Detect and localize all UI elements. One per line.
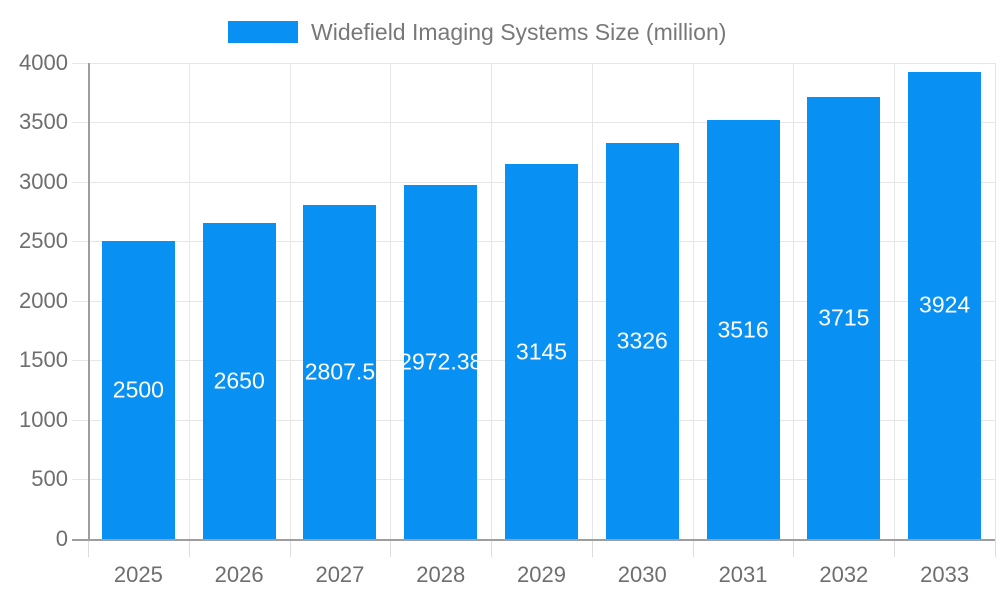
y-tick-label: 500 <box>31 466 68 492</box>
bar-value-label: 2807.5 <box>304 358 376 385</box>
legend[interactable]: Widefield Imaging Systems Size (million) <box>228 19 727 45</box>
x-tick-label: 2025 <box>113 562 163 587</box>
gridline-vertical <box>188 62 190 539</box>
gridline-vertical <box>793 62 795 539</box>
y-tick-label: 1500 <box>19 347 68 373</box>
y-tick-label: 0 <box>55 526 68 551</box>
bar[interactable]: 2972.38 <box>404 184 478 539</box>
bar-value-label: 3715 <box>818 304 870 331</box>
x-tick <box>591 539 593 557</box>
y-tick-label: 2000 <box>19 287 68 313</box>
legend-label: Widefield Imaging Systems Size (million) <box>311 19 727 45</box>
bar-value-label: 3326 <box>616 327 668 354</box>
bar-value-label: 2500 <box>112 376 164 403</box>
bar[interactable]: 3715 <box>807 96 881 539</box>
x-tick <box>289 539 291 557</box>
x-tick-label: 2026 <box>214 562 264 587</box>
y-tick-label: 3500 <box>19 109 68 135</box>
x-tick-label: 2029 <box>517 562 566 587</box>
x-tick-label: 2033 <box>920 562 970 587</box>
bar[interactable]: 3145 <box>505 164 578 539</box>
gridline-vertical <box>692 62 694 539</box>
gridline-horizontal <box>72 62 995 64</box>
bar-value-label: 2650 <box>213 367 265 394</box>
gridline-vertical <box>289 62 291 539</box>
x-tick <box>188 539 190 557</box>
x-tick-label: 2028 <box>416 562 466 587</box>
gridline-horizontal <box>72 122 995 124</box>
y-tick-label: 2500 <box>19 228 68 254</box>
x-tick-label: 2030 <box>617 562 667 587</box>
x-tick-label: 2032 <box>819 562 869 587</box>
bar-value-label: 3145 <box>515 338 568 365</box>
y-axis-line <box>88 62 90 539</box>
bar[interactable]: 3924 <box>908 71 982 539</box>
x-tick <box>390 539 392 557</box>
gridline-vertical <box>591 62 593 539</box>
x-tick-label: 2027 <box>315 562 365 587</box>
bar[interactable]: 3516 <box>706 120 780 539</box>
y-tick-label: 4000 <box>19 49 68 75</box>
gridline-vertical <box>894 62 896 539</box>
x-axis-line <box>72 539 995 541</box>
bar-value-label: 2972.38 <box>404 348 478 375</box>
bar[interactable]: 2650 <box>202 223 276 539</box>
gridline-vertical <box>491 62 493 539</box>
x-tick <box>894 539 896 557</box>
x-tick <box>491 539 493 557</box>
x-tick <box>692 539 694 557</box>
gridline-vertical <box>390 62 392 539</box>
y-tick-label: 3000 <box>19 168 68 194</box>
x-tick <box>995 539 996 557</box>
x-tick <box>88 539 89 557</box>
y-tick-label: 1000 <box>19 406 68 432</box>
x-tick <box>793 539 795 557</box>
bar-value-label: 3924 <box>919 291 971 318</box>
legend-swatch-icon <box>228 21 298 43</box>
bar[interactable]: 2807.5 <box>303 204 377 539</box>
bar[interactable]: 3326 <box>605 142 679 539</box>
gridline-vertical <box>995 62 996 539</box>
x-tick-label: 2031 <box>718 562 768 587</box>
bar[interactable]: 2500 <box>101 241 175 539</box>
bar-value-label: 3516 <box>717 316 769 343</box>
